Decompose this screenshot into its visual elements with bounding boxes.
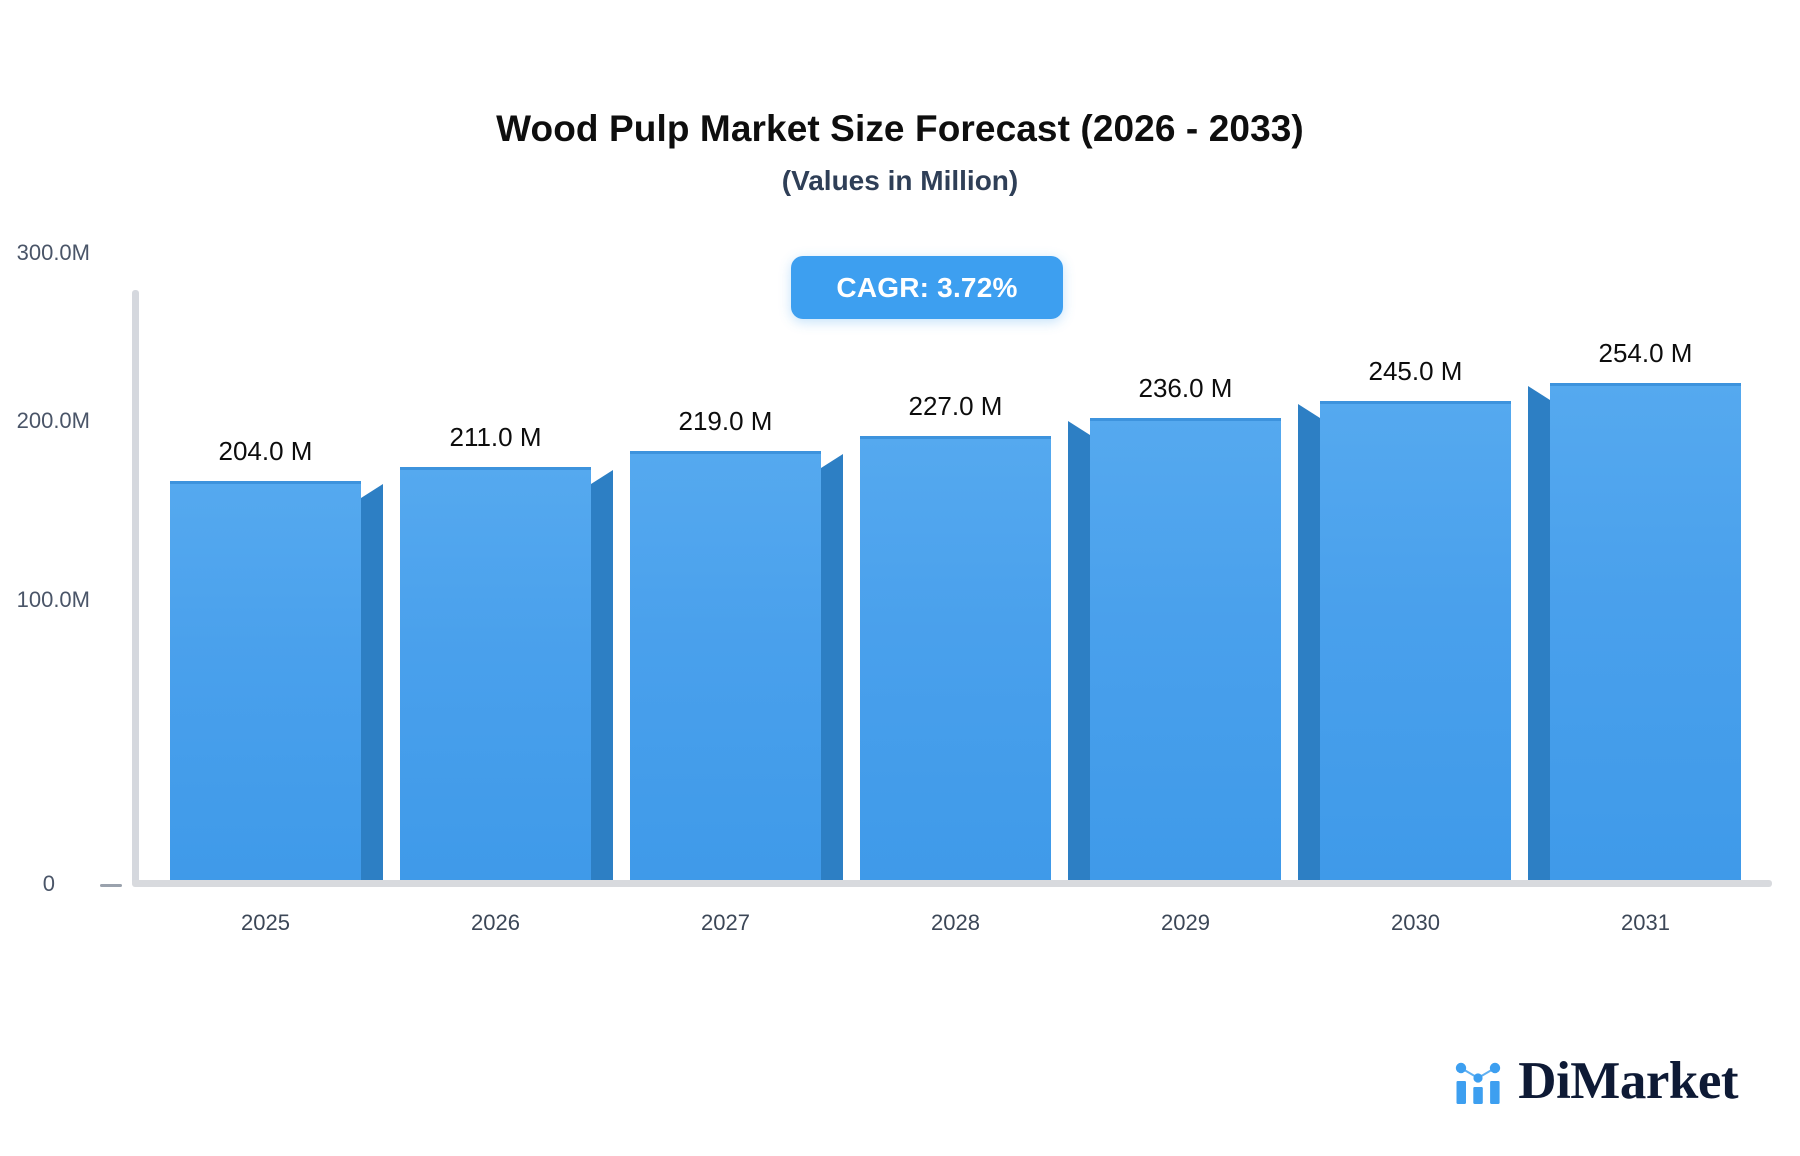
bar-value-label-2028: 227.0 M: [908, 391, 1003, 421]
y-axis-label-0: 0: [42, 871, 55, 896]
x-axis-label-2026: 2026: [471, 910, 520, 935]
bar-2031[interactable]: 254.0 M: [1528, 338, 1741, 880]
cagr-badge-label: CAGR: 3.72%: [836, 271, 1018, 303]
bar-value-label-2030: 245.0 M: [1368, 356, 1463, 386]
bar-front-face: [1550, 383, 1741, 880]
chart-title: Wood Pulp Market Size Forecast (2026 - 2…: [496, 108, 1304, 149]
x-axis-label-2030: 2030: [1391, 910, 1440, 935]
bar-front-face: [1320, 401, 1511, 880]
bar-value-label-2027: 219.0 M: [678, 406, 773, 436]
bar-2028[interactable]: 227.0 M: [860, 391, 1051, 880]
x-axis-line: [132, 880, 1772, 887]
bar-front-face: [860, 436, 1051, 880]
chart-subtitle: (Values in Million): [781, 164, 1019, 196]
bar-side-face: [591, 470, 613, 880]
chart-header: Wood Pulp Market Size Forecast (2026 - 2…: [0, 108, 1800, 197]
bar-2029[interactable]: 236.0 M: [1068, 373, 1281, 880]
bar-side-face: [361, 484, 383, 880]
x-axis-label-2028: 2028: [931, 910, 980, 935]
bar-side-face: [1068, 421, 1090, 880]
bar-front-face: [1090, 418, 1281, 880]
bar-value-label-2025: 204.0 M: [218, 436, 313, 466]
bar-value-label-2031: 254.0 M: [1598, 338, 1693, 368]
y-axis-tick-0: [100, 884, 122, 887]
y-axis-label-100: 100.0M: [16, 587, 90, 612]
bar-front-face: [400, 467, 591, 880]
bar-2025[interactable]: 204.0 M: [170, 436, 383, 880]
cagr-badge: CAGR: 3.72%: [791, 256, 1063, 319]
bar-side-face: [1298, 404, 1320, 880]
bar-side-face: [1528, 386, 1550, 880]
brand-logo: DiMarket: [1452, 1055, 1738, 1108]
bar-chart-icon: [1456, 1062, 1501, 1104]
bar-value-label-2029: 236.0 M: [1138, 373, 1233, 403]
brand-name: DiMarket: [1518, 1052, 1738, 1110]
x-axis-label-2031: 2031: [1621, 910, 1670, 935]
bar-front-face: [630, 451, 821, 880]
bar-2030[interactable]: 245.0 M: [1298, 356, 1511, 880]
y-axis-label-200: 200.0M: [16, 408, 90, 433]
x-axis-label-2027: 2027: [701, 910, 750, 935]
bar-2027[interactable]: 219.0 M: [630, 406, 843, 880]
bar-2026[interactable]: 211.0 M: [400, 422, 613, 880]
x-axis-label-2025: 2025: [241, 910, 290, 935]
bar-front-face: [170, 481, 361, 880]
x-axis-label-2029: 2029: [1161, 910, 1210, 935]
bar-value-label-2026: 211.0 M: [449, 422, 542, 452]
y-axis-label-300: 300.0M: [16, 240, 90, 265]
y-axis-line: [132, 290, 139, 886]
bar-side-face: [821, 454, 843, 880]
